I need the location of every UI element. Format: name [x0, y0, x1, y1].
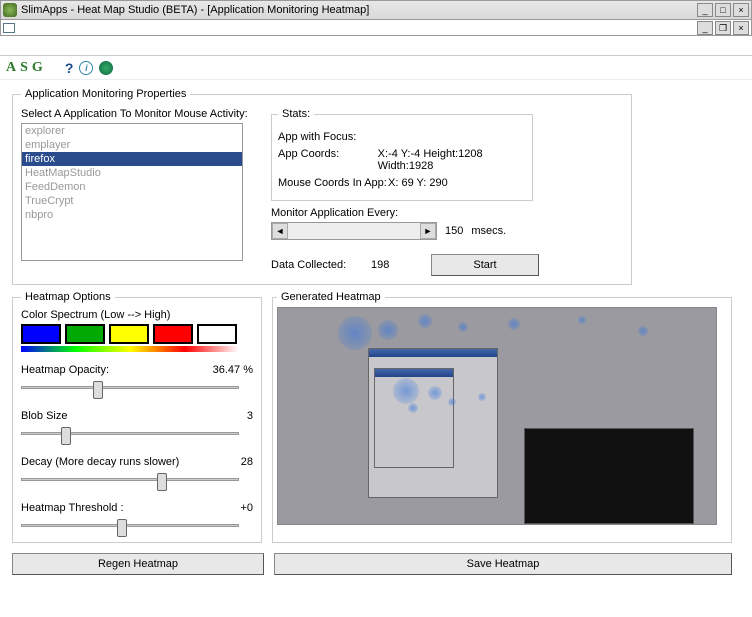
- heatmap-blob: [408, 403, 418, 413]
- mdi-restore-button[interactable]: ❐: [715, 21, 731, 35]
- color-swatch[interactable]: [197, 324, 237, 344]
- opacity-slider-label: Heatmap Opacity:: [21, 364, 109, 376]
- minimize-button[interactable]: _: [697, 3, 713, 17]
- coords-value: X:-4 Y:-4 Height:1208 Width:1928: [378, 148, 526, 172]
- gradient-bar: [21, 346, 239, 352]
- mouse-label: Mouse Coords In App:: [278, 177, 388, 189]
- list-item[interactable]: HeatMapStudio: [22, 166, 242, 180]
- focus-label: App with Focus:: [278, 131, 388, 143]
- mdi-minimize-button[interactable]: _: [697, 21, 713, 35]
- mouse-value: X: 69 Y: 290: [388, 177, 448, 189]
- interval-value: 150: [445, 225, 463, 237]
- list-item[interactable]: explorer: [22, 124, 242, 138]
- decay-slider-label: Decay (More decay runs slower): [21, 456, 179, 468]
- decay-slider-thumb[interactable]: [157, 473, 167, 491]
- monitor-interval-label: Monitor Application Every:: [271, 207, 623, 219]
- threshold-slider-value: +0: [240, 502, 253, 514]
- spectrum-label: Color Spectrum (Low --> High): [21, 309, 253, 321]
- blob-size-slider-thumb[interactable]: [61, 427, 71, 445]
- scroll-left-icon[interactable]: ◄: [272, 223, 288, 239]
- close-button[interactable]: ×: [733, 3, 749, 17]
- interval-scrollbar[interactable]: ◄ ►: [271, 222, 437, 240]
- color-swatch[interactable]: [65, 324, 105, 344]
- list-item[interactable]: FeedDemon: [22, 180, 242, 194]
- toolbar-letter-g[interactable]: G: [32, 60, 43, 75]
- threshold-slider-label: Heatmap Threshold :: [21, 502, 124, 514]
- titlebar: SlimApps - Heat Map Studio (BETA) - [App…: [0, 0, 752, 20]
- help-icon[interactable]: ?: [65, 60, 74, 76]
- opacity-slider-thumb[interactable]: [93, 381, 103, 399]
- window-title: SlimApps - Heat Map Studio (BETA) - [App…: [21, 4, 697, 16]
- menubar: [0, 36, 752, 56]
- preview-dark-panel: [524, 428, 694, 524]
- color-swatch[interactable]: [21, 324, 61, 344]
- generated-heatmap-group: Generated Heatmap: [272, 291, 732, 543]
- monitoring-properties-legend: Application Monitoring Properties: [21, 88, 190, 100]
- heatmap-options-legend: Heatmap Options: [21, 291, 115, 303]
- decay-slider-value: 28: [241, 456, 253, 468]
- threshold-slider-thumb[interactable]: [117, 519, 127, 537]
- generated-heatmap-legend: Generated Heatmap: [277, 291, 385, 303]
- threshold-slider[interactable]: [21, 516, 239, 536]
- app-icon: [3, 3, 17, 17]
- list-item[interactable]: emplayer: [22, 138, 242, 152]
- mdi-icon: [3, 23, 15, 33]
- heatmap-blob: [478, 393, 486, 401]
- save-heatmap-button[interactable]: Save Heatmap: [274, 553, 732, 575]
- blob-size-slider-label: Blob Size: [21, 410, 67, 422]
- heatmap-blob: [458, 322, 468, 332]
- decay-slider[interactable]: [21, 470, 239, 490]
- heatmap-blob: [508, 318, 520, 330]
- stats-legend: Stats:: [278, 108, 314, 120]
- collected-value: 198: [371, 259, 431, 271]
- list-item[interactable]: nbpro: [22, 208, 242, 222]
- info-icon[interactable]: i: [79, 61, 93, 75]
- heatmap-blob: [448, 398, 456, 406]
- color-swatch[interactable]: [109, 324, 149, 344]
- opacity-slider-value: 36.47 %: [213, 364, 253, 376]
- start-button[interactable]: Start: [431, 254, 539, 276]
- color-swatches: [21, 324, 253, 344]
- heatmap-blob: [578, 316, 586, 324]
- blob-size-slider[interactable]: [21, 424, 239, 444]
- regen-heatmap-button[interactable]: Regen Heatmap: [12, 553, 264, 575]
- application-listbox[interactable]: exploreremplayerfirefoxHeatMapStudioFeed…: [21, 123, 243, 261]
- heatmap-blob: [338, 316, 372, 350]
- opacity-slider[interactable]: [21, 378, 239, 398]
- stats-group: Stats: App with Focus: App Coords:X:-4 Y…: [271, 108, 533, 201]
- heatmap-blob: [393, 378, 419, 404]
- list-item[interactable]: firefox: [22, 152, 242, 166]
- mdi-close-button[interactable]: ×: [733, 21, 749, 35]
- heatmap-blob: [378, 320, 398, 340]
- toolbar-letter-s[interactable]: S: [20, 60, 28, 75]
- blob-size-slider-value: 3: [247, 410, 253, 422]
- collected-label: Data Collected:: [271, 259, 371, 271]
- interval-unit: msecs.: [471, 225, 506, 237]
- scroll-right-icon[interactable]: ►: [420, 223, 436, 239]
- coords-label: App Coords:: [278, 148, 378, 172]
- toolbar-letter-a[interactable]: A: [6, 60, 16, 75]
- heatmap-blob: [638, 326, 648, 336]
- toolbar: ASG ? i: [0, 56, 752, 80]
- maximize-button[interactable]: □: [715, 3, 731, 17]
- heatmap-preview: [277, 307, 717, 525]
- globe-icon[interactable]: [99, 61, 113, 75]
- select-app-label: Select A Application To Monitor Mouse Ac…: [21, 108, 261, 120]
- heatmap-blob: [418, 314, 432, 328]
- list-item[interactable]: TrueCrypt: [22, 194, 242, 208]
- color-swatch[interactable]: [153, 324, 193, 344]
- heatmap-blob: [428, 386, 442, 400]
- scroll-track[interactable]: [288, 223, 420, 239]
- heatmap-options-group: Heatmap Options Color Spectrum (Low --> …: [12, 291, 262, 543]
- monitoring-properties-group: Application Monitoring Properties Select…: [12, 88, 632, 285]
- mdi-bar: _ ❐ ×: [0, 20, 752, 36]
